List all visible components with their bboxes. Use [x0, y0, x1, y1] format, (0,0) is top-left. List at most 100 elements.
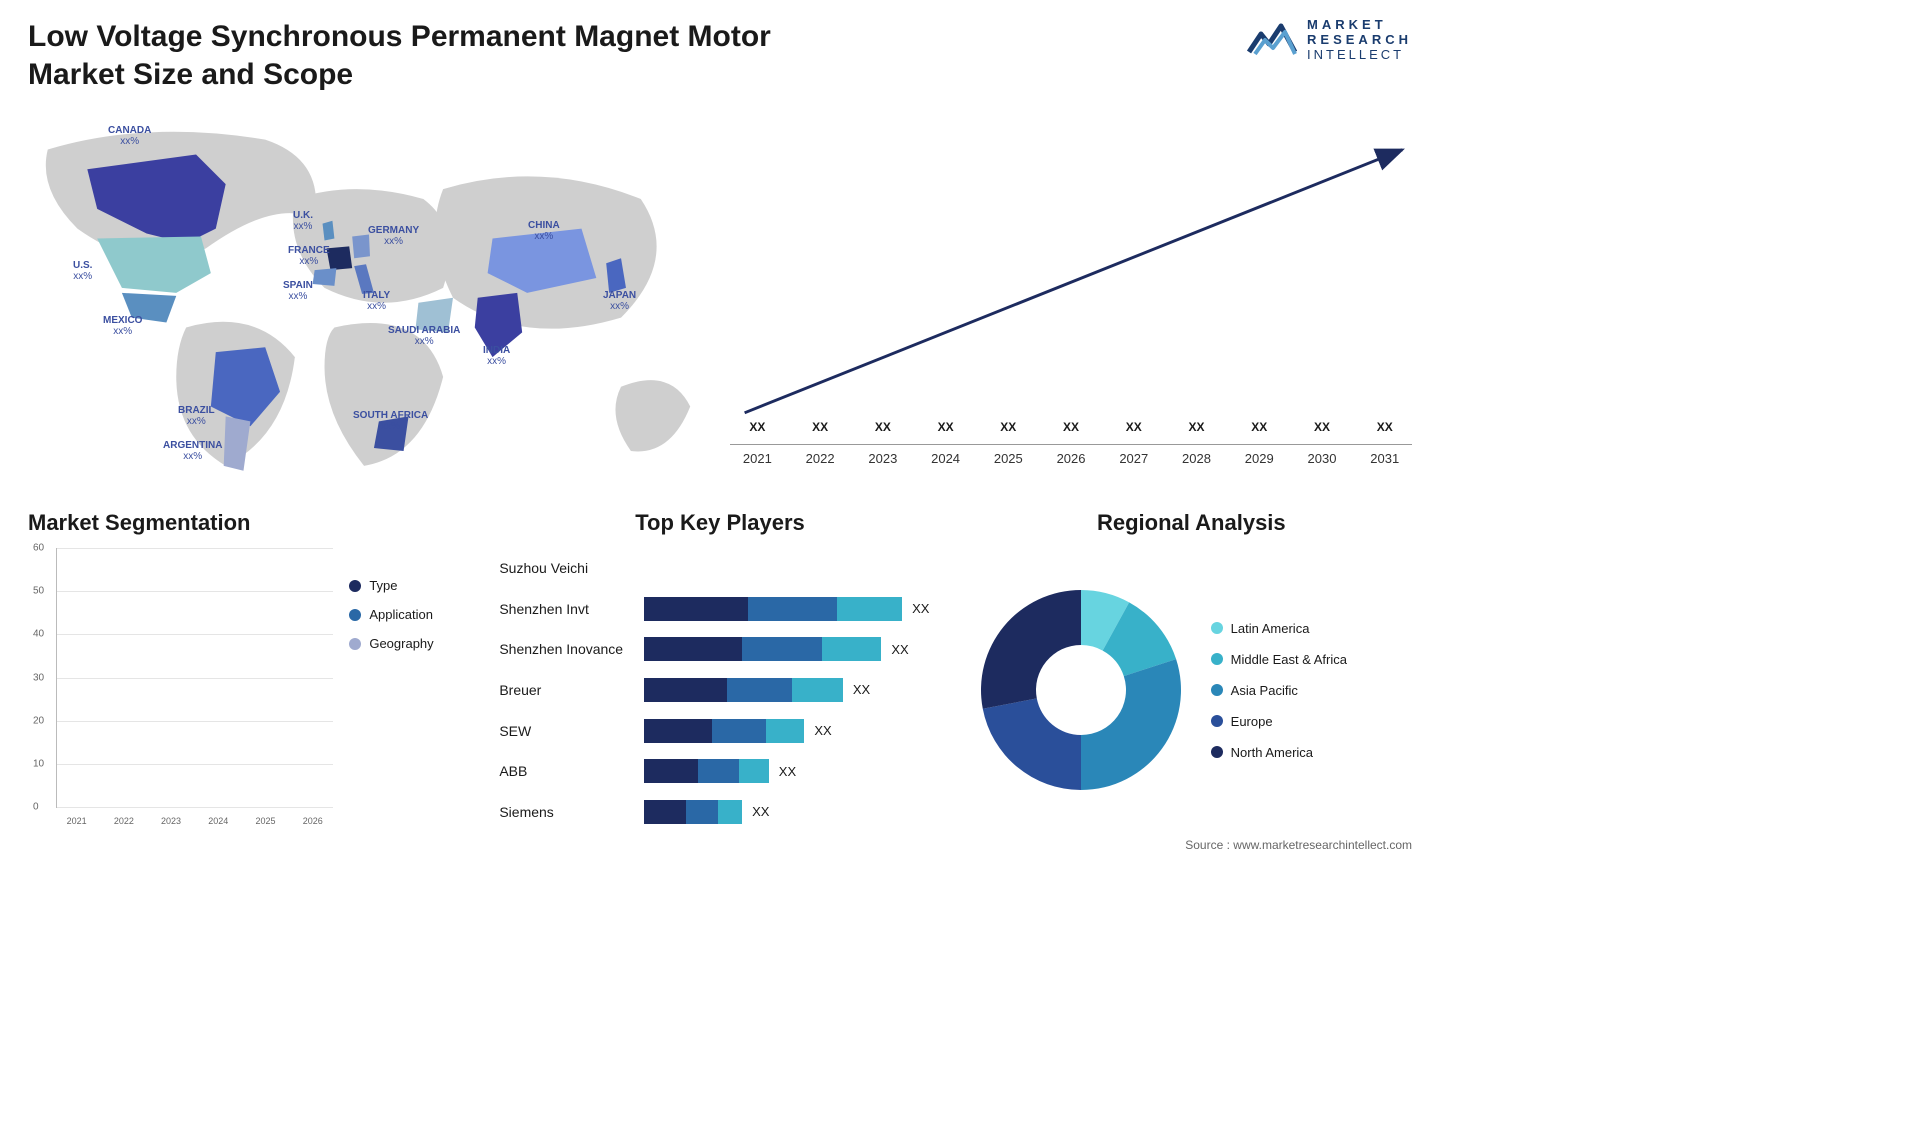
bottom-row: Market Segmentation 0102030405060 202120… [28, 510, 1412, 832]
seg-ytick: 0 [33, 802, 39, 813]
legend-dot [1211, 746, 1223, 758]
legend-label: North America [1231, 745, 1313, 760]
legend-dot [349, 638, 361, 650]
regional-legend-item: Middle East & Africa [1211, 652, 1412, 667]
regional-legend-item: Europe [1211, 714, 1412, 729]
donut-wrap [971, 580, 1191, 800]
seg-ytick: 50 [33, 586, 44, 597]
segmentation-panel: Market Segmentation 0102030405060 202120… [28, 510, 469, 832]
donut-slice [1081, 659, 1181, 790]
seg-xtick: 2025 [245, 812, 286, 832]
kp-value: XX [779, 764, 796, 779]
legend-label: Geography [369, 636, 433, 651]
legend-label: Europe [1231, 714, 1273, 729]
kp-seg [742, 637, 822, 661]
seg-ytick: 40 [33, 629, 44, 640]
kp-label: Shenzhen Inovance [499, 641, 644, 657]
regional-legend-item: Latin America [1211, 621, 1412, 636]
kp-row: XX [644, 678, 940, 702]
segmentation-x-axis: 202120222023202420252026 [56, 812, 333, 832]
legend-dot [1211, 715, 1223, 727]
kp-label: ABB [499, 763, 644, 779]
growth-xtick: 2031 [1357, 445, 1412, 480]
segmentation-title: Market Segmentation [28, 510, 469, 536]
legend-dot [1211, 684, 1223, 696]
donut-slice [981, 590, 1081, 709]
keyplayers-body: Suzhou VeichiShenzhen InvtShenzhen Inova… [499, 548, 940, 832]
keyplayers-labels: Suzhou VeichiShenzhen InvtShenzhen Inova… [499, 548, 644, 832]
brand-logo: MARKET RESEARCH INTELLECT [1247, 18, 1412, 63]
donut-svg [971, 580, 1191, 800]
map-label-china: CHINAxx% [528, 220, 560, 242]
kp-seg [727, 678, 792, 702]
seg-xtick: 2022 [103, 812, 144, 832]
logo-icon [1247, 22, 1297, 58]
kp-seg [792, 678, 842, 702]
segmentation-body: 0102030405060 202120222023202420252026 T… [28, 548, 469, 832]
country-uk [323, 221, 335, 241]
kp-seg [686, 800, 719, 824]
regional-title: Regional Analysis [971, 510, 1412, 536]
kp-label: Breuer [499, 682, 644, 698]
seg-legend-item: Type [349, 578, 469, 593]
regional-panel: Regional Analysis Latin America Middle Ea… [971, 510, 1412, 832]
segmentation-chart: 0102030405060 202120222023202420252026 [28, 548, 333, 832]
growth-xtick: 2023 [855, 445, 910, 480]
kp-seg [644, 678, 727, 702]
segmentation-plot: 0102030405060 [56, 548, 333, 808]
map-label-u.k.: U.K.xx% [293, 210, 313, 232]
growth-chart-panel: XXXXXXXXXXXXXXXXXXXXXX 20212022202320242… [730, 110, 1412, 480]
kp-seg [718, 800, 742, 824]
growth-xtick: 2025 [981, 445, 1036, 480]
world-map-panel: CANADAxx%U.S.xx%MEXICOxx%BRAZILxx%ARGENT… [28, 110, 710, 480]
kp-bar [644, 759, 768, 783]
kp-row [644, 556, 940, 580]
growth-xtick: 2022 [793, 445, 848, 480]
logo-text: MARKET RESEARCH INTELLECT [1307, 18, 1412, 63]
segmentation-legend: Type Application Geography [349, 548, 469, 832]
seg-xtick: 2024 [198, 812, 239, 832]
map-label-france: FRANCExx% [288, 245, 330, 267]
kp-label: Shenzhen Invt [499, 601, 644, 617]
regional-legend-item: North America [1211, 745, 1412, 760]
growth-bar-label: XX [793, 420, 848, 434]
map-label-italy: ITALYxx% [363, 290, 390, 312]
kp-row: XX [644, 719, 940, 743]
legend-dot [1211, 622, 1223, 634]
legend-dot [349, 580, 361, 592]
growth-bar-label: XX [1232, 420, 1287, 434]
seg-gridline [57, 591, 333, 592]
map-label-mexico: MEXICOxx% [103, 315, 142, 337]
seg-gridline [57, 807, 333, 808]
growth-bar-label: XX [918, 420, 973, 434]
seg-gridline [57, 678, 333, 679]
map-label-south-africa: SOUTH AFRICAxx% [353, 410, 428, 432]
growth-bar-label: XX [981, 420, 1036, 434]
legend-label: Application [369, 607, 433, 622]
growth-chart: XXXXXXXXXXXXXXXXXXXXXX 20212022202320242… [730, 140, 1412, 480]
page-title: Low Voltage Synchronous Permanent Magnet… [28, 18, 828, 93]
growth-xtick: 2024 [918, 445, 973, 480]
seg-xtick: 2023 [150, 812, 191, 832]
kp-bar [644, 597, 902, 621]
kp-seg [766, 719, 805, 743]
seg-gridline [57, 721, 333, 722]
growth-xtick: 2026 [1044, 445, 1099, 480]
logo-line1: MARKET [1307, 18, 1412, 33]
growth-bar-label: XX [1106, 420, 1161, 434]
map-label-brazil: BRAZILxx% [178, 405, 215, 427]
map-label-u.s.: U.S.xx% [73, 260, 92, 282]
growth-bars: XXXXXXXXXXXXXXXXXXXXXX [730, 160, 1412, 440]
seg-xtick: 2026 [292, 812, 333, 832]
map-label-germany: GERMANYxx% [368, 225, 419, 247]
kp-seg [644, 759, 697, 783]
keyplayers-bars: XXXXXXXXXXXX [644, 548, 940, 832]
kp-value: XX [853, 682, 870, 697]
legend-label: Type [369, 578, 397, 593]
growth-bar-label: XX [1295, 420, 1350, 434]
seg-gridline [57, 548, 333, 549]
kp-seg [739, 759, 769, 783]
kp-value: XX [752, 804, 769, 819]
regional-legend-item: Asia Pacific [1211, 683, 1412, 698]
kp-seg [644, 597, 748, 621]
